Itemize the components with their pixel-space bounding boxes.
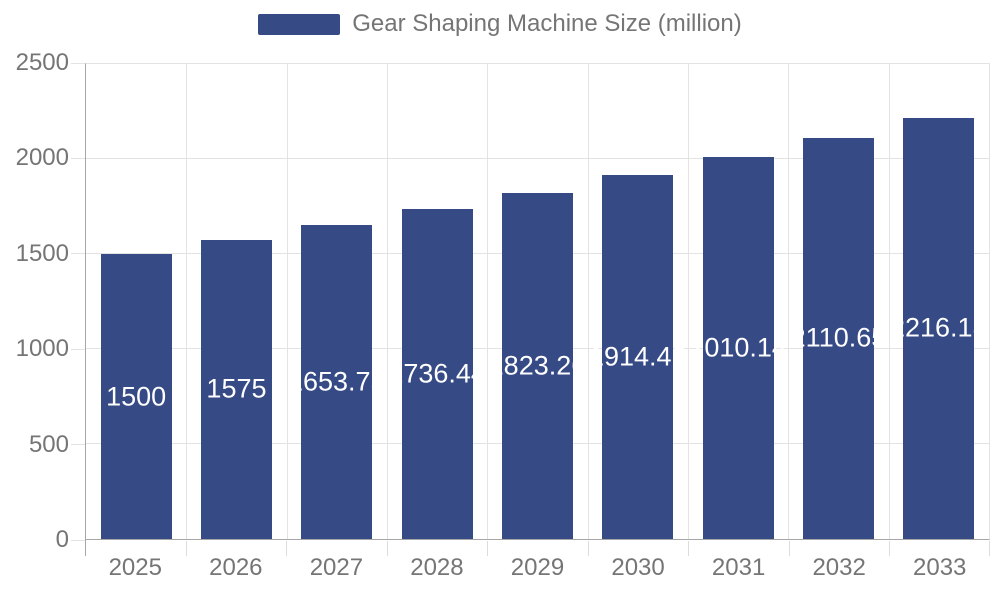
y-tick: 0 xyxy=(7,526,85,554)
gridline-vertical xyxy=(487,64,489,539)
gridline-vertical xyxy=(587,64,589,539)
legend-label: Gear Shaping Machine Size (million) xyxy=(352,10,742,37)
y-tick: 2500 xyxy=(7,49,85,77)
bar-value-label: 1823.26 xyxy=(488,350,587,381)
bar-2028: 1736.44 xyxy=(388,209,486,539)
y-axis-label: 500 xyxy=(28,430,69,458)
y-tick-mark xyxy=(71,348,85,350)
y-axis-line-extension xyxy=(85,540,86,556)
x-tick-mark xyxy=(889,541,891,556)
y-tick: 2000 xyxy=(7,144,85,172)
y-axis-label: 0 xyxy=(55,526,69,553)
legend-swatch-icon xyxy=(258,13,341,35)
bar-2032: 2110.65 xyxy=(791,137,886,539)
bar-2029: 1823.26 xyxy=(489,192,586,539)
y-tick-mark xyxy=(71,539,85,541)
bar-cell: 1823.26 xyxy=(487,64,587,539)
x-axis-label: 2032 xyxy=(812,554,866,581)
y-tick: 500 xyxy=(7,431,85,459)
bar-cell: 1914.42 xyxy=(588,64,688,539)
x-axis-label: 2033 xyxy=(913,554,967,581)
x-axis: 2025 2026 2027 2028 2029 2030 2031 2032 2033 xyxy=(85,541,990,600)
x-tick-mark xyxy=(386,541,388,556)
bar-cell: 1736.44 xyxy=(387,64,487,539)
y-axis: 0 500 1000 1500 2000 2500 xyxy=(0,49,85,553)
gridline-vertical xyxy=(386,64,388,539)
bar-cell: 1575 xyxy=(186,64,286,539)
x-axis-label: 2029 xyxy=(510,554,565,581)
bar-value-label: 2010.14 xyxy=(689,332,787,363)
bar-2026: 1575 xyxy=(201,239,272,539)
x-tick-mark xyxy=(989,541,990,556)
x-axis-label: 2025 xyxy=(108,554,162,581)
x-axis-label: 2030 xyxy=(611,554,665,581)
x-tick-mark xyxy=(587,541,589,556)
bar-2025: 1500 xyxy=(100,254,172,539)
x-tick-mark xyxy=(286,541,288,556)
bar-value-label: 1914.42 xyxy=(588,341,687,372)
x-axis-label: 2026 xyxy=(209,554,263,581)
gridline-vertical xyxy=(286,64,288,539)
bar-2033: 2216.18 xyxy=(890,117,988,539)
bar-value-label: 1736.44 xyxy=(388,358,486,389)
x-axis-label: 2028 xyxy=(410,554,464,581)
x-tick-mark xyxy=(688,541,690,556)
gridline-vertical xyxy=(186,64,188,539)
y-tick: 1500 xyxy=(7,240,85,268)
x-tick-mark xyxy=(185,541,187,556)
bar-cell: 2010.14 xyxy=(688,64,788,539)
bar-value-label: 2216.18 xyxy=(889,312,988,343)
gridline-vertical xyxy=(788,64,790,539)
gridline-vertical xyxy=(687,64,689,539)
y-tick-mark xyxy=(71,62,85,64)
bar-2027: 1653.75 xyxy=(288,224,386,539)
x-tick-mark xyxy=(788,541,790,556)
bar-2030: 1914.42 xyxy=(589,175,687,539)
bar-value-label: 1653.75 xyxy=(287,366,386,397)
legend: Gear Shaping Machine Size (million) xyxy=(0,0,1000,48)
y-tick-mark xyxy=(71,444,85,446)
gridline-horizontal xyxy=(86,158,989,159)
x-axis-label: 2031 xyxy=(711,554,766,581)
bar-value-label: 1500 xyxy=(106,381,167,411)
y-axis-label: 1000 xyxy=(15,335,69,363)
bar-cell: 1500 xyxy=(86,64,186,539)
bar-value-label: 1575 xyxy=(206,373,267,404)
y-axis-label: 2500 xyxy=(15,49,69,76)
bar-cell: 2110.65 xyxy=(788,64,888,539)
y-tick-mark xyxy=(71,253,85,255)
x-tick-mark xyxy=(487,541,489,556)
y-tick-mark xyxy=(71,157,85,159)
legend-item[interactable]: Gear Shaping Machine Size (million) xyxy=(258,10,742,38)
bar-cell: 1653.75 xyxy=(287,64,387,539)
plot-area: 1500 1575 1653.75 1736.44 1823.26 1914.42 2010… xyxy=(85,63,990,540)
bar-cell: 2216.18 xyxy=(889,64,989,539)
y-tick: 1000 xyxy=(7,335,85,363)
x-axis-label: 2027 xyxy=(309,554,364,581)
y-axis-label: 2000 xyxy=(15,144,69,172)
y-axis-label: 1500 xyxy=(15,239,69,267)
bar-value-label: 2110.65 xyxy=(790,322,887,353)
gridline-vertical xyxy=(888,64,890,539)
bar-2031: 2010.14 xyxy=(689,157,787,539)
